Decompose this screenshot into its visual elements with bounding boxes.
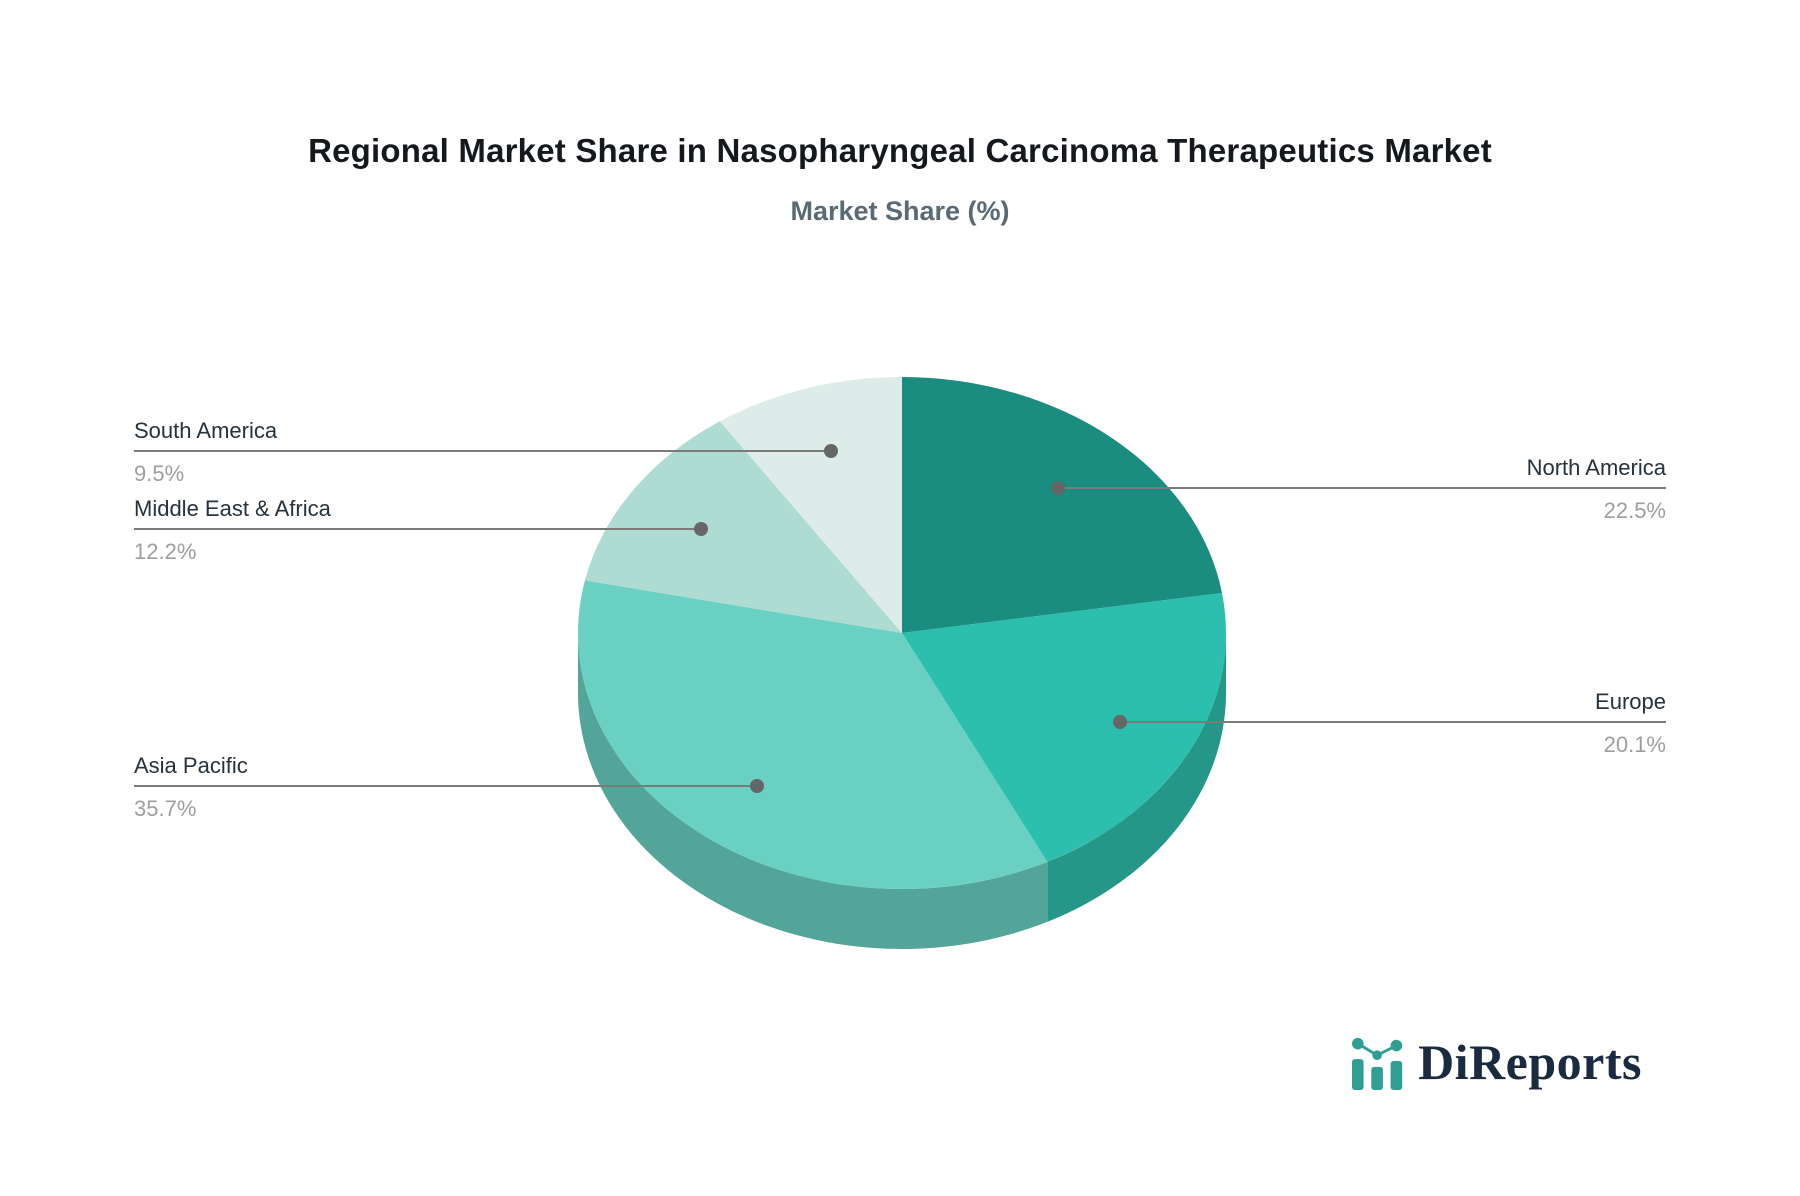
chart-subtitle: Market Share (%): [790, 196, 1010, 226]
pie-slice-south-america[interactable]: [719, 377, 902, 633]
callout-label-south-america: South America: [134, 418, 278, 443]
leader-dot-asia-pacific: [750, 779, 764, 793]
pie-slice-asia-pacific[interactable]: [578, 580, 1048, 890]
leader-dot-middle-east-africa: [694, 522, 708, 536]
pie-slice-north-america[interactable]: [902, 377, 1223, 633]
chart-title: Regional Market Share in Nasopharyngeal …: [308, 132, 1492, 169]
bar-line-chart-icon: [1352, 1037, 1403, 1090]
callout-label-asia-pacific: Asia Pacific: [134, 753, 248, 778]
logo-text: DiReports: [1418, 1034, 1642, 1090]
callout-value-middle-east-africa: 12.2%: [134, 539, 197, 564]
callout-value-asia-pacific: 35.7%: [134, 796, 197, 821]
callout-label-north-america: North America: [1526, 455, 1666, 480]
callout-value-europe: 20.1%: [1603, 732, 1666, 757]
direports-logo: DiReports: [1351, 1033, 1642, 1091]
pie-slice-side-europe: [1047, 633, 1226, 922]
leader-dot-north-america: [1051, 481, 1065, 495]
pie-slice-europe[interactable]: [902, 592, 1226, 862]
callout-value-north-america: 22.5%: [1603, 498, 1666, 523]
callout-label-europe: Europe: [1595, 689, 1666, 714]
callout-label-middle-east-africa: Middle East & Africa: [134, 496, 331, 521]
leader-dot-south-america: [824, 444, 838, 458]
pie-slice-side-asia-pacific: [578, 633, 1048, 949]
pie-slice-middle-east-africa[interactable]: [584, 421, 902, 633]
callout-value-south-america: 9.5%: [134, 461, 185, 486]
leader-dot-europe: [1113, 715, 1127, 729]
